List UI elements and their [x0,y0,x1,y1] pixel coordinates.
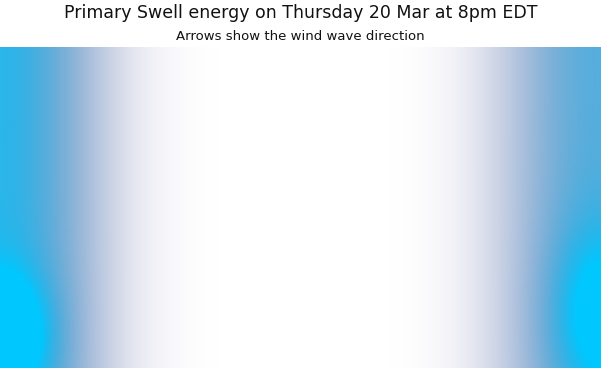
Text: Arrows show the wind wave direction: Arrows show the wind wave direction [176,30,425,43]
Text: Primary Swell energy on Thursday 20 Mar at 8pm EDT: Primary Swell energy on Thursday 20 Mar … [64,4,537,22]
